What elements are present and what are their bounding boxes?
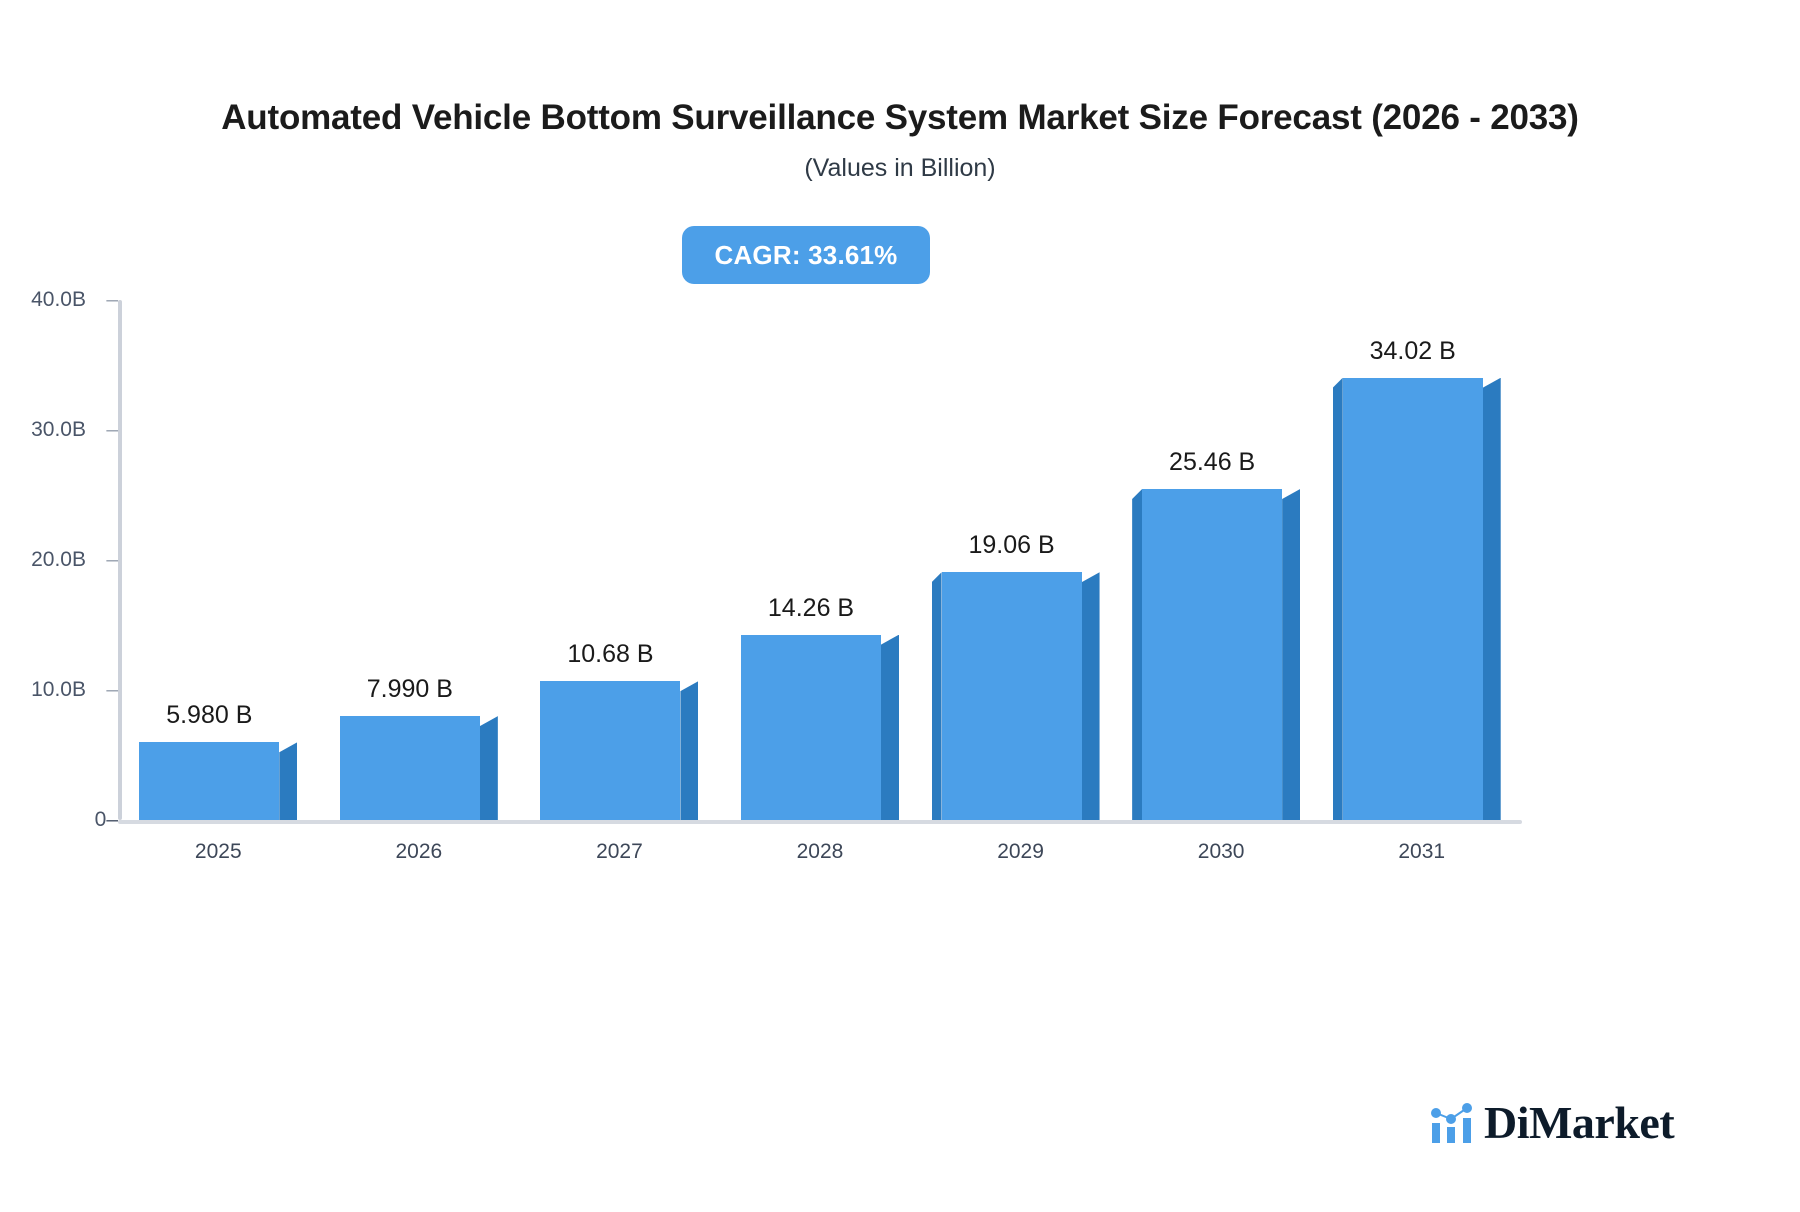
bar[interactable]: 14.26 B (741, 594, 899, 820)
bar-side-face (1081, 572, 1100, 820)
bar[interactable]: 19.06 B (931, 531, 1100, 820)
bar-value-label: 34.02 B (1369, 336, 1456, 365)
x-axis-tick-label: 2029 (997, 840, 1044, 863)
bar-slot: 34.02 B (1332, 300, 1501, 820)
brand-logo: DiMarket (1430, 1097, 1675, 1148)
title-block: Automated Vehicle Bottom Surveillance Sy… (120, 96, 1680, 183)
bar-front-face (1342, 377, 1483, 820)
y-tick-dash-icon: – (106, 418, 118, 441)
bar-slot: 10.68 B (540, 300, 699, 820)
bar-chart-logo-icon (1431, 1103, 1472, 1143)
y-axis-line (118, 300, 122, 820)
brand-name: DiMarket (1484, 1097, 1675, 1148)
cagr-badge: CAGR: 33.61% (682, 226, 930, 284)
bar-slot: 19.06 B (931, 300, 1100, 820)
bar-slot: 5.980 B (139, 300, 298, 820)
y-axis-tick-label: 0– (0, 808, 118, 832)
bar-front-face (339, 716, 480, 820)
bar-value-label: 14.26 B (767, 593, 855, 622)
bar-front-face (1142, 489, 1283, 820)
page-title: Automated Vehicle Bottom Surveillance Sy… (221, 98, 1579, 137)
bar-value-label: 10.68 B (567, 640, 654, 669)
bar-value-label: 5.980 B (166, 701, 253, 730)
bar-front-face (941, 572, 1082, 820)
plot-area: 0– 10.0B –20.0B –30.0B –40.0B – 5.980 B 7.990 … (31, 288, 1522, 863)
y-axis-tick-label: 40.0B – (0, 288, 118, 312)
x-axis-tick-label: 2027 (596, 840, 643, 863)
bar[interactable]: 5.980 B (139, 701, 298, 820)
bar[interactable]: 25.46 B (1132, 448, 1301, 820)
y-axis-tick-label: 10.0B – (0, 678, 118, 702)
bar-side-face (479, 716, 498, 820)
x-axis-tick-label: 2030 (1197, 840, 1245, 863)
bar-left-edge (931, 572, 942, 820)
bar-left-edge (1332, 377, 1343, 820)
y-tick-text: 40.0B (31, 288, 86, 311)
y-tick-text: 10.0B (31, 678, 86, 701)
y-axis-tick-label: 30.0B – (0, 418, 118, 442)
bar-side-face (279, 742, 298, 820)
bar-side-face (1482, 377, 1501, 820)
bar-side-face (680, 681, 699, 820)
bar-front-face (540, 681, 681, 820)
bar-side-face (1282, 489, 1301, 820)
bars-layer: 5.980 B 7.990 B 10.68 B 14.26 B 19.06 B 25.46… (118, 300, 1522, 820)
y-tick-dash-icon: – (106, 678, 118, 701)
bar-value-label: 7.990 B (366, 675, 453, 704)
y-tick-dash-icon: – (106, 548, 118, 571)
bar-slot: 7.990 B (339, 300, 498, 820)
y-tick-text: 0 (94, 808, 107, 831)
y-axis-tick-label: 20.0B – (0, 548, 118, 572)
y-tick-text: 20.0B (31, 548, 86, 571)
bar-slot: 14.26 B (741, 300, 899, 820)
bar-front-face (741, 634, 881, 820)
y-tick-text: 30.0B (31, 418, 86, 441)
x-axis-tick-label: 2025 (194, 840, 242, 863)
bar-value-label: 25.46 B (1169, 448, 1256, 477)
bar-slot: 25.46 B (1132, 300, 1301, 820)
bar-side-face (881, 634, 899, 820)
bar[interactable]: 34.02 B (1332, 337, 1501, 820)
x-axis-tick-label: 2031 (1398, 840, 1446, 863)
bar[interactable]: 10.68 B (540, 640, 699, 820)
bar-front-face (139, 742, 280, 820)
y-tick-dash-icon: – (106, 288, 118, 311)
x-axis-tick-label: 2028 (796, 840, 844, 863)
bar[interactable]: 7.990 B (339, 675, 498, 820)
x-axis-line (118, 820, 1522, 824)
bar-value-label: 19.06 B (968, 531, 1055, 560)
chart-subtitle: (Values in Billion) (804, 153, 996, 182)
y-tick-dash-icon: – (106, 808, 118, 831)
x-axis-tick-label: 2026 (395, 840, 443, 863)
bar-left-edge (1132, 489, 1143, 820)
